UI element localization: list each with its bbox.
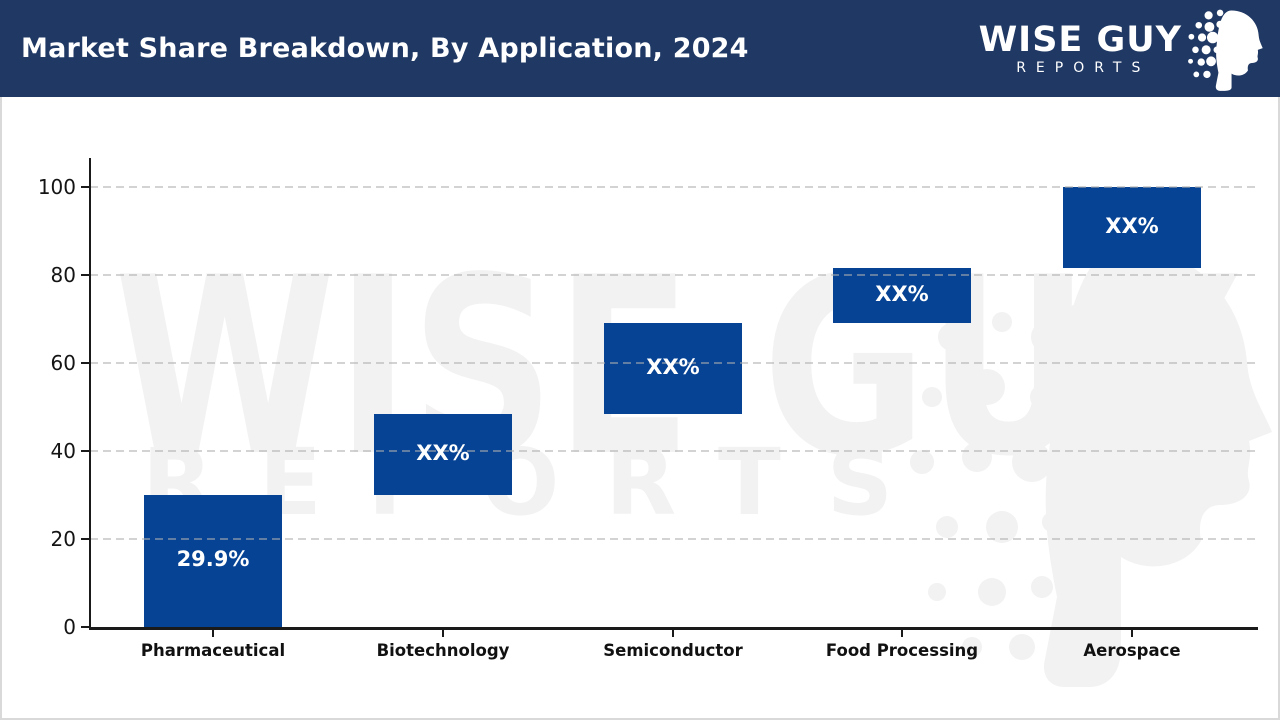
logo-line1: WISE GUY	[978, 19, 1182, 60]
x-category-label: Pharmaceutical	[140, 641, 286, 660]
y-tick-label-0: 0	[63, 615, 76, 639]
y-tick-0	[81, 626, 89, 628]
x-category-label: Semiconductor	[603, 641, 743, 660]
x-tick-2	[672, 629, 674, 637]
page-title: Market Share Breakdown, By Application, …	[21, 33, 749, 64]
bar-pharmaceutical	[144, 495, 282, 627]
bar-food-processing	[833, 268, 971, 324]
logo-line2: REPORTS	[1016, 59, 1151, 76]
y-tick-60	[81, 362, 89, 364]
x-category-label: Aerospace	[1083, 641, 1181, 660]
logo-wordmark: WISE GUY REPORTS	[978, 19, 1182, 76]
wise-guy-logo: WISE GUY REPORTS	[979, 7, 1280, 91]
gridline-y20	[90, 538, 1257, 540]
logo-head-icon	[1188, 9, 1263, 91]
x-category-label: Biotechnology	[376, 641, 510, 660]
x-tick-0	[212, 629, 214, 637]
gridline-y60	[90, 362, 1257, 364]
bar-value-label: XX%	[1105, 213, 1159, 238]
watermark-head-icon	[910, 247, 1272, 687]
bar-value-label: XX%	[875, 281, 929, 306]
x-tick-3	[901, 629, 903, 637]
header-band: Market Share Breakdown, By Application, …	[0, 0, 1280, 97]
y-tick-label-40: 40	[50, 439, 76, 463]
bar-value-label: XX%	[646, 354, 700, 379]
y-axis-line	[89, 158, 91, 629]
y-tick-label-20: 20	[50, 527, 76, 551]
chart-canvas: WISE GUY REPORTS 0 20 40 60 80 100 29.9% Pharma…	[0, 97, 1280, 720]
y-tick-label-100: 100	[37, 175, 76, 199]
y-tick-40	[81, 450, 89, 452]
x-tick-1	[442, 629, 444, 637]
gridline-y100	[90, 186, 1257, 188]
y-tick-80	[81, 274, 89, 276]
gridline-y40	[90, 450, 1257, 452]
gridline-y80	[90, 274, 1257, 276]
y-tick-20	[81, 538, 89, 540]
x-tick-4	[1131, 629, 1133, 637]
bar-biotechnology	[374, 413, 512, 496]
y-tick-100	[81, 186, 89, 188]
bar-aerospace	[1063, 187, 1201, 269]
bar-semiconductor	[604, 323, 742, 414]
y-tick-label-80: 80	[50, 263, 76, 287]
bar-value-label: XX%	[416, 440, 470, 465]
x-category-label: Food Processing	[825, 641, 979, 660]
x-axis-line	[89, 627, 1258, 630]
bar-value-label: 29.9%	[176, 547, 250, 572]
y-tick-label-60: 60	[50, 351, 76, 375]
